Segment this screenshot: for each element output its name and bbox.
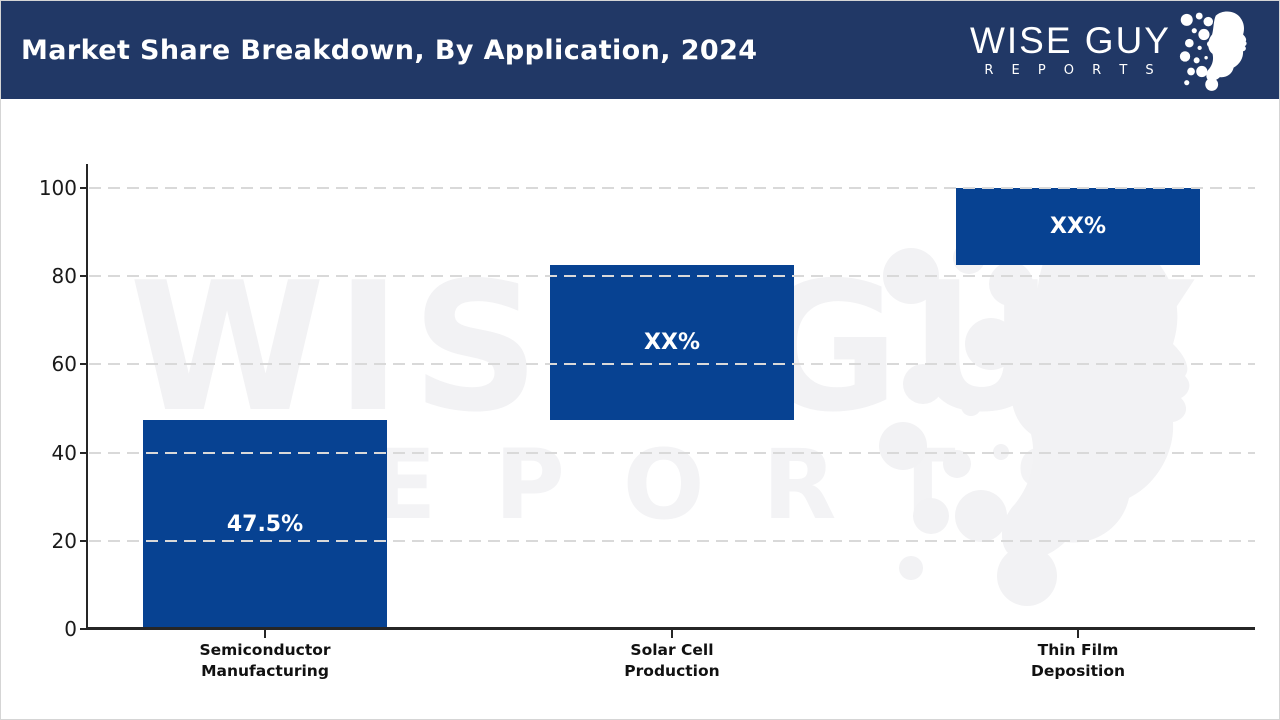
x-category-label-line: Solar Cell (630, 641, 714, 659)
x-axis-line (86, 627, 1255, 630)
brand-subtitle: R E P O R T S (984, 62, 1161, 78)
gridline-100 (89, 187, 1255, 189)
bar-value-label-2: XX% (1050, 214, 1106, 240)
gridline-80 (89, 275, 1255, 278)
y-tick-label-0: 0 (64, 617, 77, 641)
y-tick-label-100: 100 (38, 176, 77, 200)
y-tick-label-40: 40 (51, 440, 77, 465)
brand-face-icon (1179, 11, 1247, 91)
page-title: Market Share Breakdown, By Application, … (21, 34, 758, 66)
y-tick-40 (80, 451, 87, 454)
header-bar: Market Share Breakdown, By Application, … (1, 1, 1279, 99)
x-category-label-line: Semiconductor (199, 641, 331, 659)
x-category-label-line: Manufacturing (201, 662, 329, 680)
y-tick-100 (80, 187, 87, 189)
x-category-label-2: Thin Film Deposition (918, 640, 1238, 682)
x-category-label-line: Production (624, 662, 720, 680)
bar-segment-0: 47.5% (143, 419, 387, 629)
gridline-60 (89, 363, 1255, 366)
x-category-label-1: Solar Cell Production (512, 640, 832, 682)
y-tick-0 (80, 628, 87, 630)
y-tick-label-20: 20 (51, 528, 77, 553)
x-category-label-line: Thin Film (1037, 641, 1119, 659)
bar-segment-2: XX% (956, 188, 1200, 266)
brand-logo: WISE GUY R E P O R T S (970, 7, 1265, 93)
bar-value-label-0: 47.5% (226, 511, 304, 537)
brand-logo-text: WISE GUY R E P O R T S (969, 20, 1171, 78)
x-category-label-0: Semiconductor Manufacturing (105, 640, 425, 682)
brand-name: WISE GUY (969, 20, 1171, 62)
bar-value-label-1: XX% (644, 329, 700, 355)
x-category-label-line: Deposition (1030, 662, 1126, 680)
y-tick-60 (80, 363, 87, 366)
x-tick-2 (1077, 630, 1079, 638)
y-axis-line (86, 164, 88, 630)
y-tick-20 (80, 539, 87, 542)
watermark-face-icon (879, 237, 1190, 606)
y-tick-label-60: 60 (51, 352, 77, 377)
bar-segment-1: XX% (550, 265, 794, 420)
x-tick-1 (671, 630, 673, 638)
y-tick-label-80: 80 (51, 264, 77, 289)
gridline-40 (89, 451, 1255, 454)
x-tick-0 (264, 630, 266, 638)
gridline-20 (89, 539, 1255, 542)
y-tick-80 (80, 275, 87, 278)
